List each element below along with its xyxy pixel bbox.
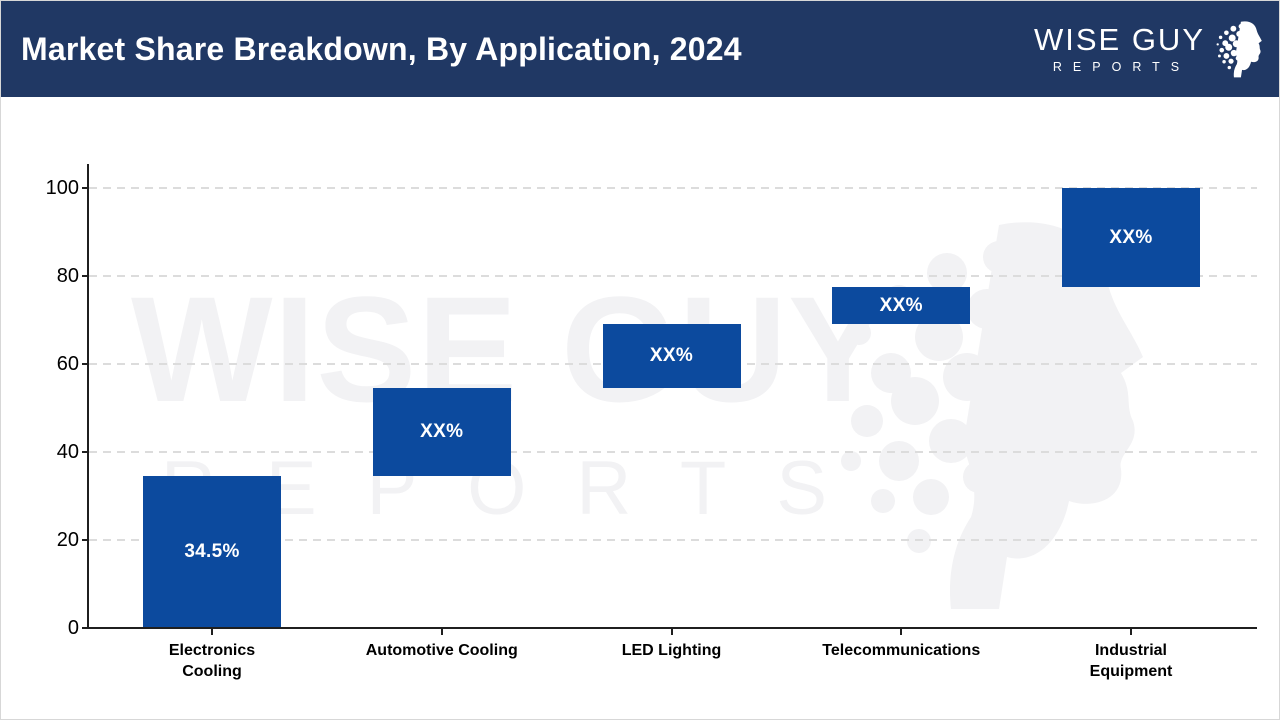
bar-value-label: 34.5% xyxy=(184,541,240,563)
y-axis-line xyxy=(87,164,89,629)
bar-telecommunications: XX% xyxy=(832,287,971,325)
x-tick-mark xyxy=(900,628,903,635)
x-tick-mark xyxy=(670,628,673,635)
page-title: Market Share Breakdown, By Application, … xyxy=(21,30,742,67)
x-tick-mark xyxy=(211,628,213,635)
y-tick-mark xyxy=(82,187,89,189)
y-tick-label: 60 xyxy=(56,353,79,375)
y-tick-label: 20 xyxy=(56,529,79,551)
bar-electronics-cooling: 34.5% xyxy=(143,476,281,628)
y-tick-label: 100 xyxy=(45,177,79,199)
y-tick-label: 0 xyxy=(67,617,79,639)
gridline-100 xyxy=(89,187,1257,189)
y-tick-mark xyxy=(82,275,89,277)
gridline-20 xyxy=(89,539,1257,541)
logo: WISE GUY REPORTS xyxy=(1034,10,1280,88)
x-axis-line xyxy=(87,627,1257,629)
bar-value-label: XX% xyxy=(649,345,694,367)
y-tick-label: 80 xyxy=(56,265,79,287)
bar-value-label: XX% xyxy=(420,421,464,443)
bar-automotive-cooling: XX% xyxy=(372,388,511,477)
x-category-label: Electronics Cooling xyxy=(168,642,256,680)
bar-industrial-equipment: XX% xyxy=(1062,188,1200,287)
y-tick-mark xyxy=(82,451,89,453)
logo-subtitle: REPORTS xyxy=(1052,59,1191,74)
gridline-40 xyxy=(89,451,1257,453)
bar-led-lighting: XX% xyxy=(602,324,741,389)
bar-value-label: XX% xyxy=(879,294,923,316)
gridline-80 xyxy=(89,275,1257,277)
y-tick-mark xyxy=(82,363,89,365)
bar-value-label: XX% xyxy=(1109,226,1153,248)
x-category-label: Industrial Equipment xyxy=(1089,642,1173,680)
logo-wordmark: WISE GUY xyxy=(1033,22,1205,58)
x-category-label: Automotive Cooling xyxy=(365,642,518,659)
logo-text: WISE GUY REPORTS xyxy=(1034,24,1205,74)
y-tick-mark xyxy=(82,627,89,629)
header-bar: Market Share Breakdown, By Application, … xyxy=(1,1,1280,97)
y-tick-label: 40 xyxy=(56,441,79,463)
x-tick-mark xyxy=(1130,628,1132,635)
x-category-label: Telecommunications xyxy=(822,642,981,659)
x-category-label: LED Lighting xyxy=(621,642,722,659)
x-tick-mark xyxy=(440,628,443,635)
y-tick-mark xyxy=(82,539,89,541)
